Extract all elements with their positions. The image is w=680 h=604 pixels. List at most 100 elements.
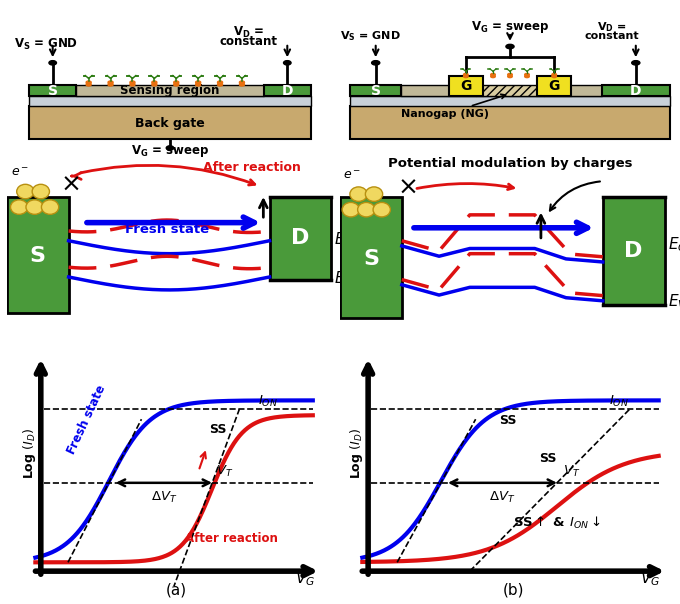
Circle shape: [284, 60, 291, 65]
Circle shape: [49, 60, 56, 65]
Circle shape: [506, 44, 514, 49]
FancyBboxPatch shape: [264, 85, 311, 97]
Circle shape: [491, 74, 495, 76]
Circle shape: [365, 187, 383, 201]
Text: $\Delta V_T$: $\Delta V_T$: [490, 489, 515, 504]
FancyBboxPatch shape: [29, 85, 76, 97]
Text: SS: SS: [499, 414, 516, 427]
Circle shape: [130, 81, 135, 84]
Text: constant: constant: [585, 31, 639, 41]
Circle shape: [464, 74, 468, 76]
Text: $V_T$: $V_T$: [216, 464, 233, 480]
Circle shape: [373, 202, 390, 217]
Circle shape: [196, 83, 201, 86]
Text: $\mathbf{V_S}$ = GND: $\mathbf{V_S}$ = GND: [340, 29, 401, 43]
Text: Sensing region: Sensing region: [120, 84, 220, 97]
Text: SS: SS: [539, 452, 557, 465]
Text: $\times$: $\times$: [396, 175, 416, 198]
FancyBboxPatch shape: [602, 197, 664, 306]
Circle shape: [108, 81, 113, 84]
Circle shape: [525, 75, 529, 78]
Text: $\mathbf{V_S}$ = GND: $\mathbf{V_S}$ = GND: [14, 37, 78, 53]
Text: G: G: [549, 79, 560, 94]
Circle shape: [196, 81, 201, 84]
Circle shape: [239, 81, 245, 84]
Circle shape: [152, 81, 157, 84]
Text: G: G: [460, 79, 471, 94]
Circle shape: [86, 83, 91, 86]
Text: D: D: [624, 241, 643, 261]
Circle shape: [86, 81, 91, 84]
Text: $e^-$: $e^-$: [343, 169, 362, 182]
Text: $E_V$: $E_V$: [668, 292, 680, 311]
Text: After reaction: After reaction: [185, 532, 277, 545]
Text: S: S: [363, 249, 379, 269]
Text: (b): (b): [503, 583, 524, 598]
Text: $e^-$: $e^-$: [12, 166, 30, 179]
Circle shape: [632, 60, 640, 65]
Circle shape: [130, 83, 135, 86]
FancyBboxPatch shape: [269, 197, 331, 280]
Circle shape: [26, 200, 44, 214]
FancyBboxPatch shape: [537, 77, 571, 97]
Text: Log $(I_D)$: Log $(I_D)$: [348, 428, 365, 479]
FancyBboxPatch shape: [476, 85, 544, 97]
Text: $\mathbf{V_G}$ = sweep: $\mathbf{V_G}$ = sweep: [131, 143, 209, 159]
Circle shape: [464, 75, 468, 78]
Text: S: S: [30, 246, 46, 266]
Circle shape: [508, 75, 512, 78]
Text: SS$\uparrow$ & $I_{ON}\downarrow$: SS$\uparrow$ & $I_{ON}\downarrow$: [513, 515, 601, 531]
Text: $E_C$: $E_C$: [668, 236, 680, 254]
Text: $I_{ON}$: $I_{ON}$: [609, 394, 629, 409]
Circle shape: [17, 184, 34, 199]
Text: $\mathbf{V_D}$ =: $\mathbf{V_D}$ =: [233, 25, 264, 40]
Circle shape: [173, 81, 179, 84]
Circle shape: [552, 74, 556, 76]
Text: $V_G$: $V_G$: [294, 569, 315, 588]
Circle shape: [152, 83, 157, 86]
Text: S: S: [371, 83, 381, 97]
Circle shape: [218, 83, 222, 86]
Text: S: S: [48, 83, 58, 97]
Circle shape: [552, 75, 556, 78]
Circle shape: [342, 202, 360, 217]
Circle shape: [108, 83, 113, 86]
FancyBboxPatch shape: [449, 77, 483, 97]
Text: D: D: [630, 83, 641, 97]
Text: Nanogap (NG): Nanogap (NG): [401, 94, 505, 119]
Circle shape: [239, 83, 245, 86]
Text: Log $(I_D)$: Log $(I_D)$: [21, 428, 38, 479]
Circle shape: [371, 60, 379, 65]
Circle shape: [218, 81, 222, 84]
Circle shape: [508, 74, 512, 76]
FancyBboxPatch shape: [7, 197, 69, 313]
Circle shape: [41, 200, 58, 214]
Text: constant: constant: [219, 34, 277, 48]
Text: Back gate: Back gate: [135, 117, 205, 130]
Text: $E_C$: $E_C$: [335, 230, 354, 249]
FancyBboxPatch shape: [29, 106, 311, 139]
Text: Potential modulation by charges: Potential modulation by charges: [388, 157, 632, 170]
Circle shape: [10, 200, 28, 214]
Text: $\mathbf{V_D}$ =: $\mathbf{V_D}$ =: [597, 20, 627, 34]
Circle shape: [173, 83, 179, 86]
Text: $\times$: $\times$: [61, 172, 80, 196]
Text: (a): (a): [166, 583, 188, 598]
Text: $\mathbf{V_G}$ = sweep: $\mathbf{V_G}$ = sweep: [471, 19, 549, 35]
Text: D: D: [282, 83, 293, 97]
FancyBboxPatch shape: [401, 85, 476, 97]
Circle shape: [525, 74, 529, 76]
Circle shape: [166, 146, 174, 150]
FancyBboxPatch shape: [340, 197, 402, 318]
FancyBboxPatch shape: [544, 85, 602, 97]
Text: D: D: [291, 228, 309, 248]
FancyBboxPatch shape: [602, 85, 670, 97]
Text: $V_G$: $V_G$: [640, 569, 660, 588]
Circle shape: [358, 202, 375, 217]
FancyBboxPatch shape: [350, 106, 670, 139]
Circle shape: [350, 187, 367, 201]
Text: SS: SS: [209, 423, 227, 435]
Text: After reaction: After reaction: [203, 161, 301, 174]
FancyBboxPatch shape: [350, 97, 670, 106]
Text: Fresh state: Fresh state: [65, 383, 109, 457]
